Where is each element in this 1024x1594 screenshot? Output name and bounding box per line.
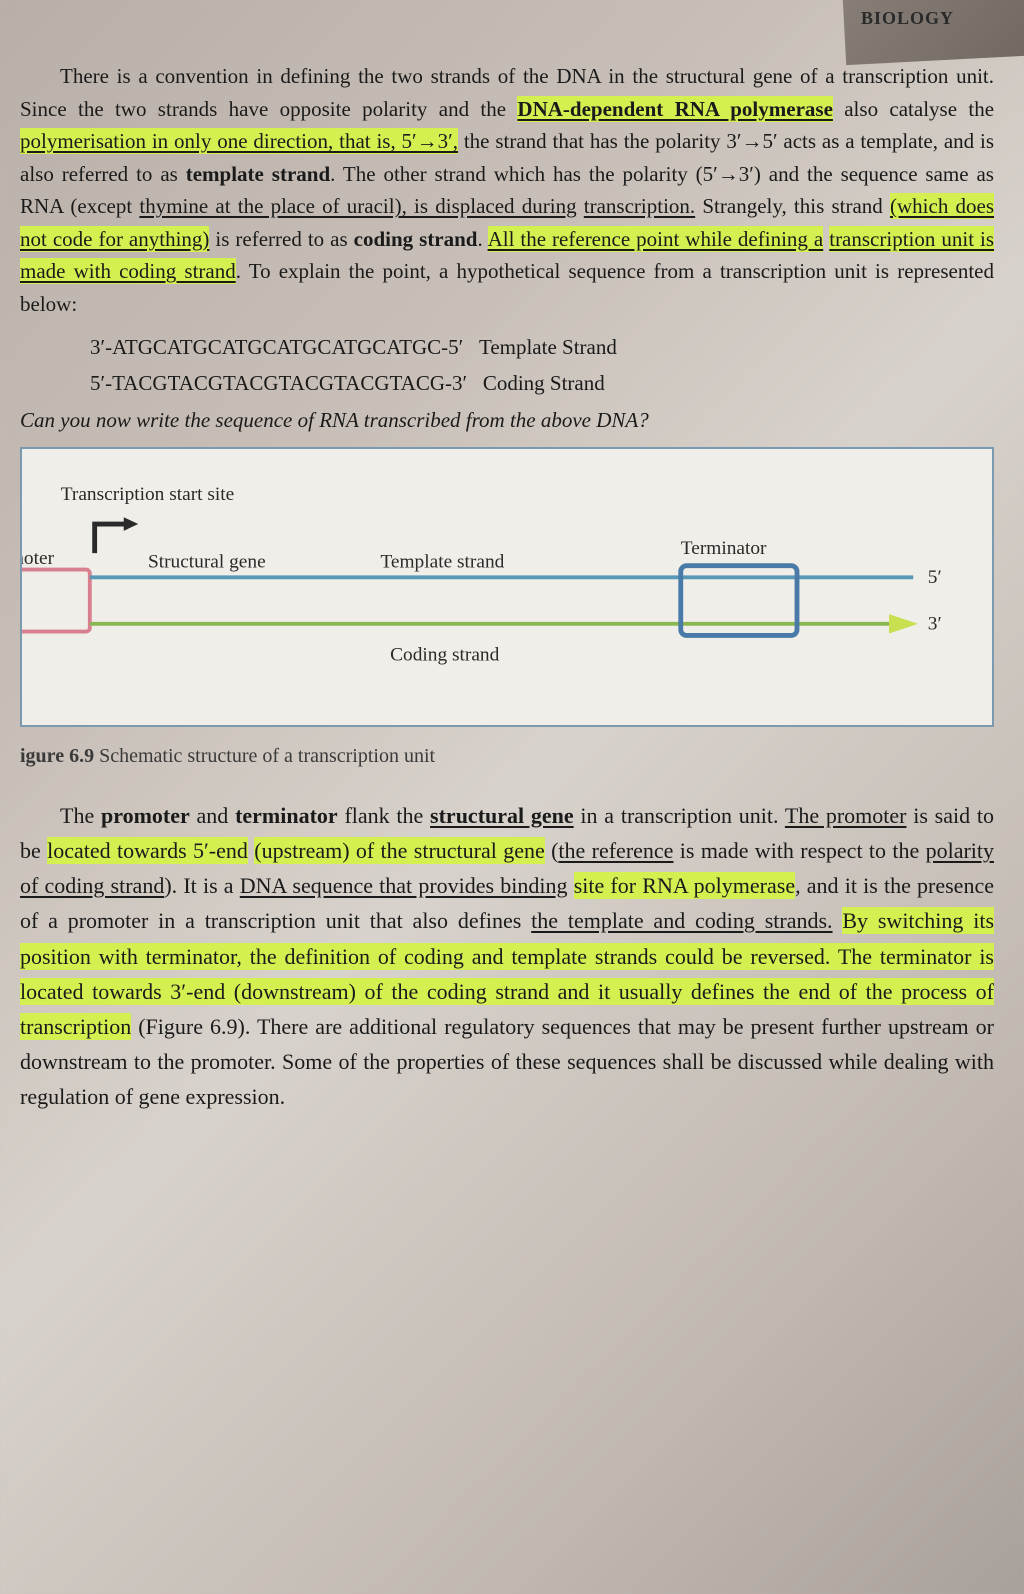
p2-text — [833, 908, 843, 933]
p2-the-promoter: The promoter — [785, 803, 907, 828]
paragraph-2: The promoter and terminator flank the st… — [20, 798, 994, 1115]
transcription-diagram: Transcription start site noter Structura… — [20, 447, 994, 727]
diagram-svg: Transcription start site noter Structura… — [22, 477, 952, 697]
p2-text: The — [60, 803, 101, 828]
figure-text: Schematic structure of a transcription u… — [94, 745, 435, 767]
p1-highlight-polymerase: DNA-dependent RNA polymerase — [517, 96, 833, 122]
label-terminator: Terminator — [681, 538, 767, 559]
p1-highlight-direction: polymerisation in only one direction, th… — [20, 128, 458, 154]
promoter-box — [22, 569, 90, 631]
p1-coding-strand: coding strand — [354, 227, 478, 251]
p2-hl-site: site for RNA polymerase — [574, 872, 795, 899]
p2-text: ). It is a — [164, 873, 239, 898]
p2-text: is made with respect to the — [673, 838, 925, 863]
rna-question: Can you now write the sequence of RNA tr… — [20, 408, 974, 433]
p1-text: Strangely, this strand — [695, 194, 890, 218]
p2-text: flank the — [338, 803, 430, 828]
p1-underline-thymine: thymine at the place of uracil), is disp… — [139, 194, 576, 218]
label-3prime: 3′ — [928, 613, 942, 634]
coding-arrow-head — [889, 614, 918, 633]
p2-text — [568, 873, 574, 898]
p1-text: also catalyse the — [833, 97, 994, 121]
sequence-block: 3′-ATGCATGCATGCATGCATGCATGC-5′ Template … — [90, 330, 994, 401]
label-template-strand: Template strand — [380, 551, 504, 572]
p2-structural-gene: structural gene — [430, 803, 574, 828]
label-noter: noter — [22, 548, 55, 569]
start-arrow-line — [95, 524, 129, 553]
label-structural-gene: Structural gene — [148, 551, 266, 572]
header-subject: BIOLOGY — [861, 8, 954, 29]
p1-template-strand: template strand — [186, 162, 330, 186]
label-coding-strand: Coding strand — [390, 644, 499, 665]
p1-text: is referred to as — [209, 227, 353, 251]
p1-text — [577, 194, 584, 218]
coding-sequence: 5′-TACGTACGTACGTACGTACGTACG-3′ — [90, 371, 467, 395]
p2-promoter: promoter — [101, 803, 190, 828]
p2-hl-upstream: (upstream) of the structural gene — [254, 837, 545, 864]
p1-text: . — [478, 227, 488, 251]
template-sequence: 3′-ATGCATGCATGCATGCATGCATGC-5′ — [90, 335, 463, 359]
figure-caption: igure 6.9 Schematic structure of a trans… — [20, 745, 994, 768]
paragraph-1: There is a convention in defining the tw… — [20, 60, 994, 320]
page-content: There is a convention in defining the tw… — [0, 0, 1024, 1144]
p2-terminator: terminator — [235, 803, 338, 828]
start-arrow-head — [124, 517, 139, 531]
p2-hl-5end: located towards 5′-end — [47, 837, 248, 864]
p1-highlight-refpoint: All the reference point while defining a — [488, 226, 824, 252]
figure-number: igure 6.9 — [20, 745, 94, 767]
p2-the-reference: the reference — [558, 838, 673, 863]
label-start-site: Transcription start site — [61, 484, 235, 505]
template-sequence-row: 3′-ATGCATGCATGCATGCATGCATGC-5′ Template … — [90, 330, 994, 366]
p2-text: and — [190, 803, 235, 828]
p2-text: in a transcription unit. — [574, 803, 785, 828]
p2-text: (Figure 6.9). There are additional regul… — [20, 1014, 994, 1109]
p2-template-coding: the template and coding strands. — [531, 908, 832, 933]
label-5prime: 5′ — [928, 567, 942, 588]
p2-text: ( — [545, 838, 559, 863]
p1-underline-transcription: transcription. — [584, 194, 695, 218]
template-label: Template Strand — [479, 335, 617, 359]
p2-dnaseq: DNA sequence that provides binding — [240, 873, 568, 898]
coding-sequence-row: 5′-TACGTACGTACGTACGTACGTACG-3′ Coding St… — [90, 366, 994, 402]
coding-label: Coding Strand — [483, 371, 605, 395]
